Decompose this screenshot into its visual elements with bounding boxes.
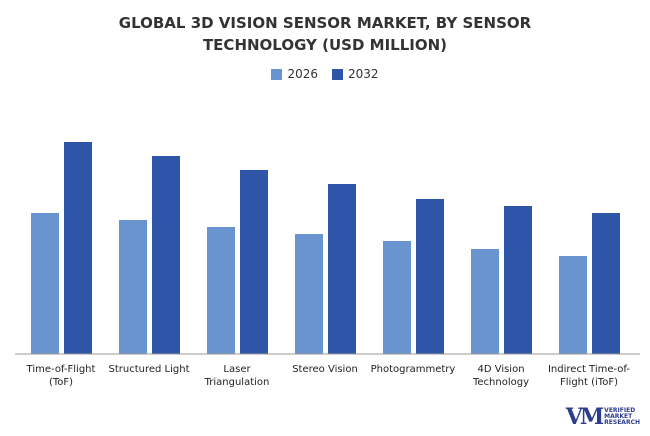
legend-label: 2032 <box>348 67 379 81</box>
x-tick-label: Indirect Time-of- <box>548 364 630 375</box>
title-line: GLOBAL 3D VISION SENSOR MARKET, BY SENSO… <box>118 14 532 32</box>
logo-mark: VM <box>565 404 604 430</box>
title-line: TECHNOLOGY (USD MILLION) <box>202 36 448 54</box>
legend-swatch <box>271 68 283 80</box>
bar-2026-3 <box>295 234 323 354</box>
legend-label: 2026 <box>287 67 318 81</box>
x-tick-label: Technology <box>472 377 529 388</box>
x-tick-label: Triangulation <box>204 377 270 388</box>
bar-2032-0 <box>64 142 92 354</box>
x-tick-label: Flight (iToF) <box>560 377 618 388</box>
x-tick-label: Stereo Vision <box>292 364 358 375</box>
chart-title: GLOBAL 3D VISION SENSOR MARKET, BY SENSO… <box>0 12 650 56</box>
bar-2026-5 <box>471 249 499 354</box>
x-tick-label: Structured Light <box>108 364 189 375</box>
x-tick-label: Photogrammetry <box>371 364 456 375</box>
bar-2026-2 <box>207 227 235 354</box>
legend-item-2026: 2026 <box>271 67 318 81</box>
legend-swatch <box>332 68 343 80</box>
bar-2026-4 <box>383 241 411 354</box>
x-tick-label: Time-of-Flight <box>26 364 96 375</box>
x-tick-label: 4D Vision <box>477 364 524 375</box>
bar-2026-6 <box>559 256 587 354</box>
legend: 2026 2032 <box>0 67 650 81</box>
legend-item-2032: 2032 <box>332 67 379 81</box>
x-tick-label: Laser <box>223 364 251 375</box>
bar-2032-3 <box>328 184 356 354</box>
bar-2032-5 <box>504 206 532 354</box>
bar-2032-1 <box>152 156 180 354</box>
logo: VM VERIFIED MARKET RESEARCH <box>566 404 640 430</box>
bar-2026-0 <box>31 213 59 354</box>
bar-2032-2 <box>240 170 268 354</box>
bar-2032-6 <box>592 213 620 354</box>
x-tick-label: (ToF) <box>49 377 73 388</box>
bar-2032-4 <box>416 199 444 354</box>
logo-text: VERIFIED MARKET RESEARCH <box>604 407 640 426</box>
bar-2026-1 <box>119 220 147 354</box>
